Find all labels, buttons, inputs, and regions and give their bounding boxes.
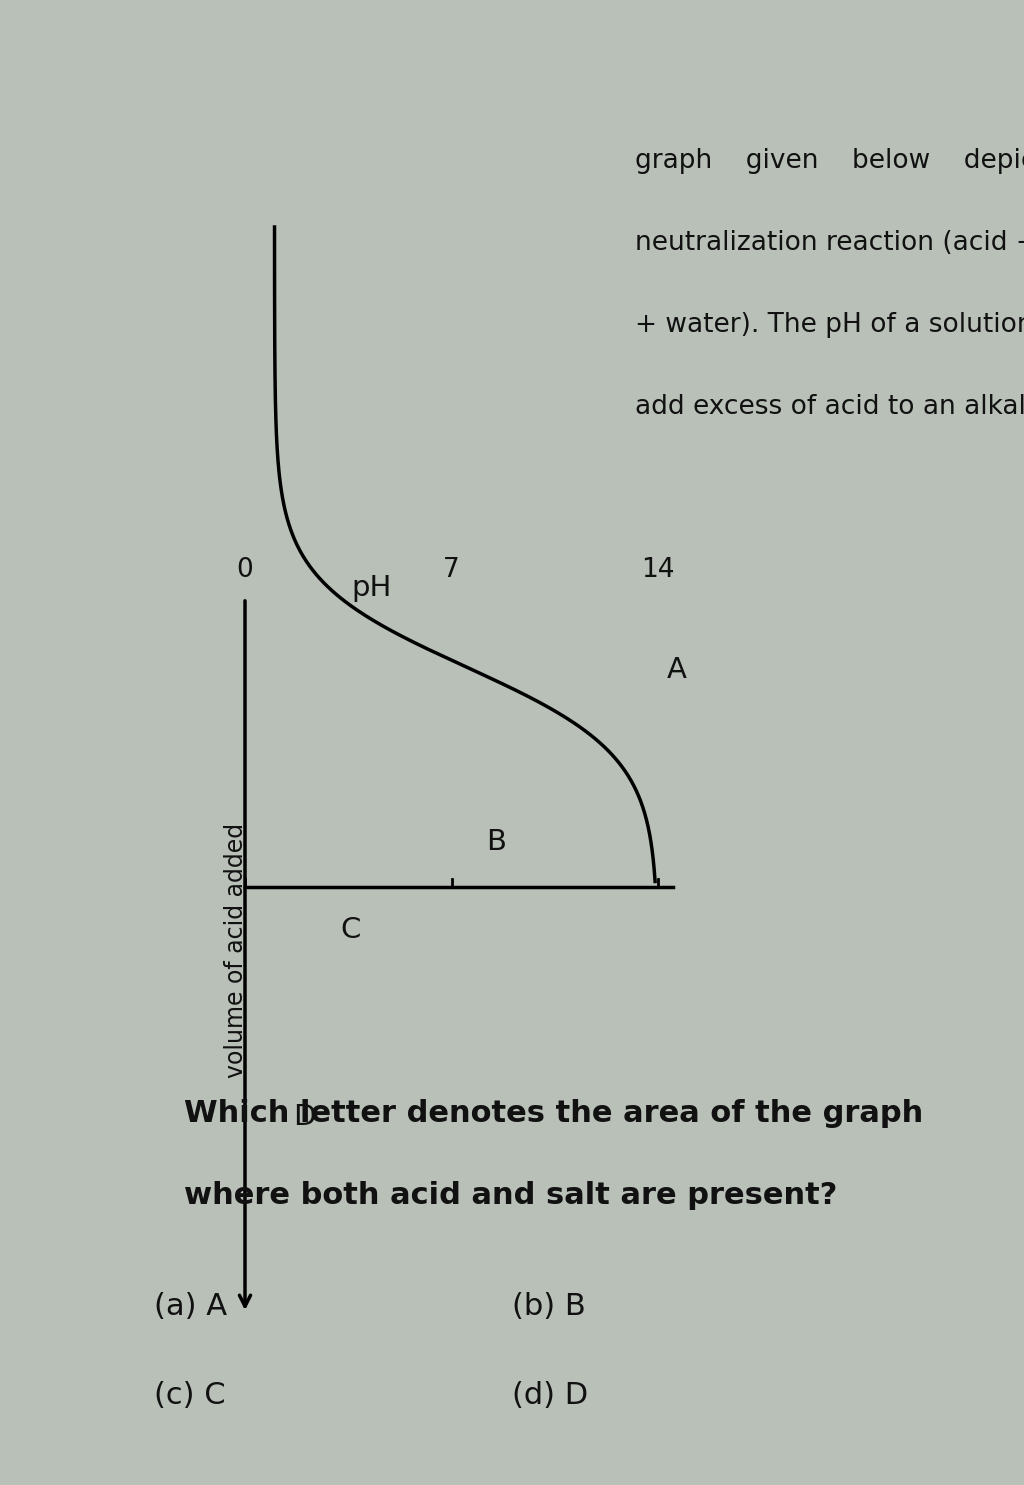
Text: B: B <box>486 829 506 855</box>
Text: C: C <box>340 916 360 944</box>
Text: add excess of acid to an alkali.: add excess of acid to an alkali. <box>635 394 1024 420</box>
Text: where both acid and salt are present?: where both acid and salt are present? <box>184 1181 838 1210</box>
Text: graph    given    below    depicts    a: graph given below depicts a <box>635 148 1024 175</box>
Text: 0: 0 <box>237 557 253 584</box>
Text: A: A <box>667 656 687 685</box>
Text: Which letter denotes the area of the graph: Which letter denotes the area of the gra… <box>184 1099 924 1129</box>
Text: + water). The pH of a solution changes as we: + water). The pH of a solution changes a… <box>635 312 1024 339</box>
Text: volume of acid added: volume of acid added <box>224 823 248 1078</box>
Text: neutralization reaction (acid + alkali → salt: neutralization reaction (acid + alkali →… <box>635 230 1024 257</box>
Text: (b) B: (b) B <box>512 1292 586 1322</box>
Text: (d) D: (d) D <box>512 1381 588 1411</box>
Text: D: D <box>293 1103 315 1132</box>
Text: 14: 14 <box>641 557 675 584</box>
Text: pH: pH <box>351 575 392 601</box>
Text: 7: 7 <box>443 557 460 584</box>
Text: (a) A: (a) A <box>154 1292 226 1322</box>
Text: (c) C: (c) C <box>154 1381 225 1411</box>
